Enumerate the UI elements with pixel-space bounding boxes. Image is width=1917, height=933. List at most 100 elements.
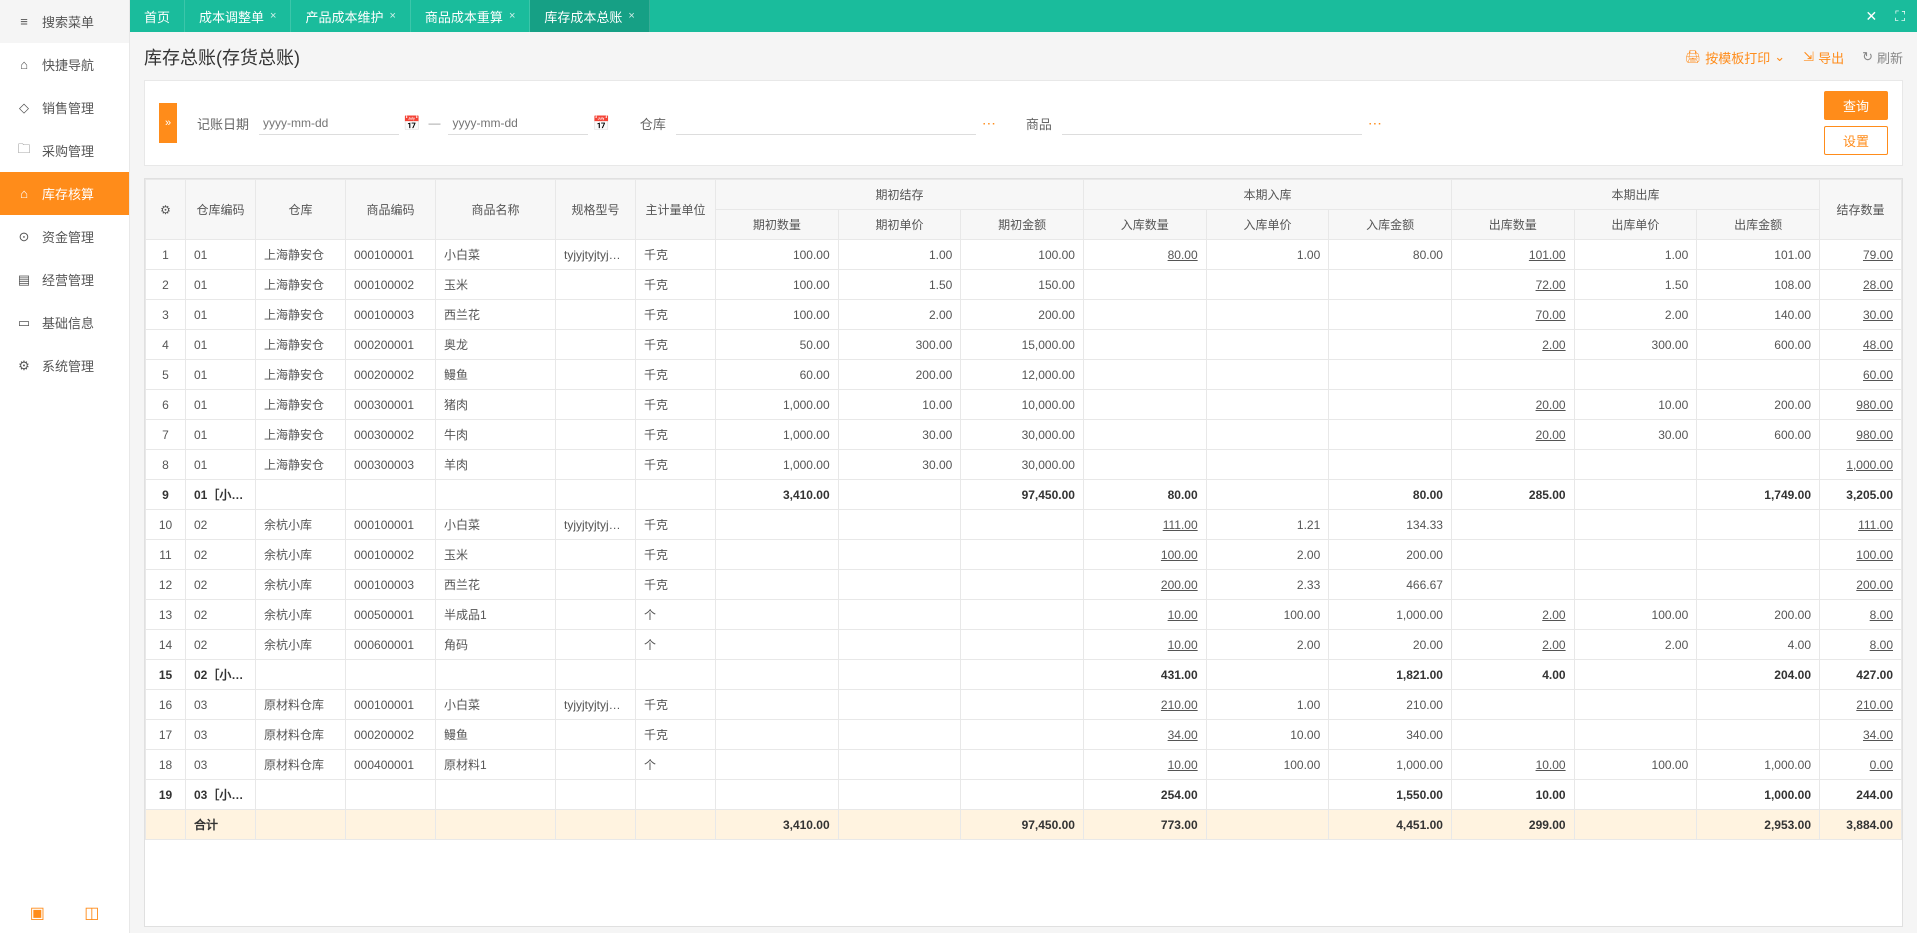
col-balance-qty: 结存数量 [1820,180,1902,240]
sidebar-item-4[interactable]: ⌂库存核算 [0,172,129,215]
tab-close-all-icon[interactable]: ✕ [1861,4,1881,29]
sidebar-item-8[interactable]: ⚙系统管理 [0,344,129,387]
drill-link[interactable]: 210.00 [1856,698,1893,712]
drill-link[interactable]: 980.00 [1856,428,1893,442]
drill-link[interactable]: 100.00 [1856,548,1893,562]
sidebar-item-0[interactable]: ≡搜索菜单 [0,0,129,43]
table-row: 401上海静安仓000200001奥龙千克50.00300.0015,000.0… [146,330,1902,360]
drill-link[interactable]: 8.00 [1870,608,1893,622]
sidebar-icon: ◇ [16,100,32,116]
lookup-icon[interactable]: ⋯ [982,115,996,132]
print-icon: 🖨 [1685,49,1702,65]
sidebar-item-3[interactable]: 🗀 采购管理 [0,129,129,172]
table-row: 1502［小计］431.001,821.004.00204.00427.00 [146,660,1902,690]
tab-3[interactable]: 商品成本重算× [411,0,530,32]
lookup-icon[interactable]: ⋯ [1368,115,1382,132]
drill-link[interactable]: 20.00 [1536,428,1566,442]
date-label: 记账日期 [197,114,249,133]
total-label: 合计 [186,810,256,840]
drill-link[interactable]: 100.00 [1161,548,1198,562]
tab-fullscreen-icon[interactable]: ⛶ [1891,4,1909,29]
drill-link[interactable]: 10.00 [1168,638,1198,652]
tab-label: 首页 [144,7,170,26]
export-icon: ⇲ [1803,49,1814,65]
drill-link[interactable]: 2.00 [1542,638,1565,652]
data-table[interactable]: ⚙ 仓库编码 仓库 商品编码 商品名称 规格型号 主计量单位 期初结存 本期入库… [144,178,1903,927]
calendar-icon[interactable]: 📅 [592,115,609,132]
col-open-amt: 期初金额 [961,210,1084,240]
drill-link[interactable]: 34.00 [1863,728,1893,742]
sidebar-icon: ⌂ [16,186,32,202]
tab-label: 库存成本总账 [544,7,622,26]
drill-link[interactable]: 200.00 [1161,578,1198,592]
drill-link[interactable]: 10.00 [1168,758,1198,772]
sidebar-item-6[interactable]: ▤经营管理 [0,258,129,301]
table-row: 301上海静安仓000100003西兰花千克100.002.00200.0070… [146,300,1902,330]
drill-link[interactable]: 0.00 [1870,758,1893,772]
table-row: 1202余杭小库000100003西兰花千克200.002.33466.6720… [146,570,1902,600]
tab-4[interactable]: 库存成本总账 × [530,0,649,32]
drill-link[interactable]: 28.00 [1863,278,1893,292]
print-action[interactable]: 🖨 按模板打印 ⌄ [1685,48,1785,67]
col-gear[interactable]: ⚙ [146,180,186,240]
col-spec: 规格型号 [556,180,636,240]
drill-link[interactable]: 111.00 [1858,518,1893,532]
footer-icon-1[interactable]: ▣ [30,903,45,923]
drill-link[interactable]: 8.00 [1870,638,1893,652]
drill-link[interactable]: 210.00 [1161,698,1198,712]
drill-link[interactable]: 10.00 [1536,758,1566,772]
warehouse-input[interactable] [676,111,976,135]
tab-0[interactable]: 首页 [130,0,185,32]
drill-link[interactable]: 2.00 [1542,338,1565,352]
close-icon[interactable]: × [509,10,515,22]
drill-link[interactable]: 70.00 [1536,308,1566,322]
drill-link[interactable]: 34.00 [1168,728,1198,742]
export-action[interactable]: ⇲ 导出 [1803,48,1844,67]
drill-link[interactable]: 10.00 [1168,608,1198,622]
close-icon[interactable]: × [628,10,634,22]
tab-1[interactable]: 成本调整单× [185,0,291,32]
close-icon[interactable]: × [389,10,395,22]
drill-link[interactable]: 48.00 [1863,338,1893,352]
refresh-icon: ↻ [1862,49,1873,65]
refresh-action[interactable]: ↻ 刷新 [1862,48,1903,67]
drill-link[interactable]: 980.00 [1856,398,1893,412]
tab-2[interactable]: 产品成本维护× [291,0,410,32]
drill-link[interactable]: 72.00 [1536,278,1566,292]
collapse-filter-button[interactable]: » [159,103,177,143]
close-icon[interactable]: × [270,10,276,22]
drill-link[interactable]: 200.00 [1856,578,1893,592]
settings-button[interactable]: 设置 [1824,126,1888,155]
product-label: 商品 [1026,114,1052,133]
drill-link[interactable]: 30.00 [1863,308,1893,322]
sidebar-item-5[interactable]: ⊙资金管理 [0,215,129,258]
date-from-input[interactable] [259,112,399,135]
sidebar-item-1[interactable]: ⌂快捷导航 [0,43,129,86]
drill-link[interactable]: 79.00 [1863,248,1893,262]
drill-link[interactable]: 101.00 [1529,248,1566,262]
sidebar-item-2[interactable]: ◇ 销售管理 [0,86,129,129]
drill-link[interactable]: 111.00 [1163,518,1198,532]
sidebar-label: 搜索菜单 [42,12,94,31]
drill-link[interactable]: 2.00 [1542,608,1565,622]
col-open-price: 期初单价 [838,210,961,240]
col-open-qty: 期初数量 [716,210,839,240]
sidebar-label: 销售管理 [42,98,94,117]
product-input[interactable] [1062,111,1362,135]
query-button[interactable]: 查询 [1824,91,1888,120]
drill-link[interactable]: 60.00 [1863,368,1893,382]
col-out-price: 出库单价 [1574,210,1697,240]
drill-link[interactable]: 80.00 [1168,248,1198,262]
sidebar-icon: 🗀 [16,143,32,159]
sidebar-label: 资金管理 [42,227,94,246]
drill-link[interactable]: 1,000.00 [1846,458,1893,472]
sidebar-label: 采购管理 [42,141,94,160]
drill-link[interactable]: 20.00 [1536,398,1566,412]
date-to-input[interactable] [448,112,588,135]
sidebar-item-7[interactable]: ▭基础信息 [0,301,129,344]
table-row: 1603原材料仓库000100001小白菜tyjyjtyjtyjdf...千克2… [146,690,1902,720]
table-row: 1402余杭小库000600001角码个10.002.0020.002.002.… [146,630,1902,660]
sidebar-label: 快捷导航 [42,55,94,74]
calendar-icon[interactable]: 📅 [403,115,420,132]
footer-icon-2[interactable]: ◫ [84,903,99,923]
